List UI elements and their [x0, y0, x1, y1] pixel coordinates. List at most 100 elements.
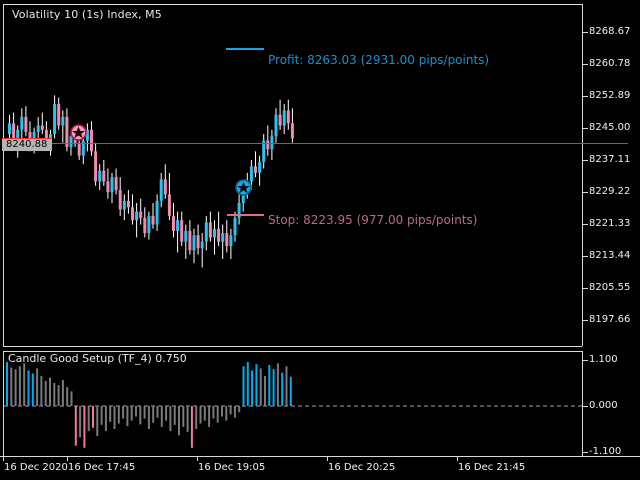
- profit-level-line[interactable]: [226, 48, 264, 50]
- candle-body-bear: [28, 131, 32, 143]
- candle-body-bear: [139, 211, 143, 219]
- price-level-line[interactable]: [4, 143, 628, 144]
- star-marker-sell-icon[interactable]: [70, 124, 87, 141]
- indicator-bar-neutral: [143, 406, 146, 419]
- time-axis-tick: [457, 456, 458, 461]
- indicator-bar-neutral: [109, 406, 112, 422]
- candle-body-bull: [61, 116, 65, 126]
- price-axis-tick: [583, 192, 588, 193]
- candle-body-bull: [155, 200, 159, 225]
- time-axis-tick: [3, 456, 4, 461]
- candle-body-bull: [36, 125, 40, 132]
- price-axis-tick: [583, 224, 588, 225]
- candle-body-bull: [233, 218, 237, 236]
- candle-body-bear: [118, 190, 122, 210]
- indicator-bar-neutral: [156, 406, 159, 418]
- indicator-bar-neutral: [212, 406, 215, 419]
- price-axis-label: 8197.66: [589, 314, 631, 325]
- candle-body-bull: [262, 140, 266, 163]
- candle-body-bear: [102, 170, 106, 182]
- price-axis[interactable]: 8268.67 8260.78 8252.89 8245.00 8237.11 8229.…: [583, 5, 640, 345]
- indicator-bar-up: [31, 373, 34, 406]
- frame-border-bottom: [3, 346, 582, 347]
- indicator-bar-neutral: [203, 406, 206, 421]
- candle-body-bear: [163, 179, 167, 195]
- indicator-bar-neutral: [195, 406, 198, 429]
- candle-body-bull: [229, 235, 233, 247]
- time-axis-label: 16 Dec 21:45: [458, 462, 526, 473]
- indicator-bar-neutral: [36, 368, 39, 406]
- candle-body-bear: [151, 215, 155, 225]
- indicator-axis-label: 0.000: [589, 400, 618, 411]
- indicator-bar-neutral: [178, 406, 180, 436]
- indicator-bar-up: [281, 372, 284, 406]
- indicator-bar-neutral: [40, 375, 43, 406]
- candle-body-bull: [270, 136, 274, 150]
- price-axis-tick: [583, 160, 588, 161]
- indicator-bar-neutral: [233, 406, 236, 418]
- price-axis-tick: [583, 96, 588, 97]
- candle-body-bull: [282, 110, 286, 126]
- frame-border-left: [3, 5, 4, 346]
- indicator-bar-neutral: [238, 406, 241, 413]
- time-axis-tick: [197, 456, 198, 461]
- price-axis-label: 8245.00: [589, 122, 631, 133]
- candle-body-bear: [254, 166, 257, 173]
- candle-body-bull: [204, 222, 208, 242]
- indicator-bar-up: [242, 366, 245, 406]
- candle-body-bear: [278, 114, 282, 126]
- indicator-axis-tick: [583, 406, 588, 407]
- star-marker-buy-icon[interactable]: [235, 179, 252, 196]
- indicator-bar-neutral: [18, 366, 21, 406]
- indicator-axis-tick: [583, 452, 588, 453]
- indicator-bar-neutral: [61, 380, 64, 406]
- candle-body-bear: [24, 116, 28, 132]
- indicator-bar-down: [74, 406, 77, 446]
- indicator-bar-neutral: [117, 406, 120, 424]
- indicator-pane[interactable]: Candle Good Setup (TF_4) 0.750: [4, 352, 582, 455]
- indicator-bar-neutral: [53, 383, 56, 406]
- price-axis-label: 8252.89: [589, 90, 631, 101]
- price-axis-label: 8260.78: [589, 58, 631, 69]
- candle-body-bear: [131, 207, 134, 221]
- candle-body-bear: [180, 220, 184, 242]
- candle-body-bull: [147, 215, 151, 234]
- candle-body-bull: [176, 220, 180, 231]
- indicator-bar-neutral: [14, 369, 17, 406]
- indicator-bar-neutral: [70, 391, 73, 406]
- time-axis[interactable]: 16 Dec 2020 16 Dec 17:45 16 Dec 19:05 16 De…: [0, 456, 640, 480]
- indicator-bar-neutral: [152, 406, 155, 423]
- candle-body-bear: [196, 235, 200, 249]
- indicator-bar-up: [251, 370, 254, 406]
- time-axis-label: 16 Dec 17:45: [68, 462, 136, 473]
- frame-border-right: [582, 4, 583, 346]
- indicator-bar-down: [83, 406, 86, 448]
- candle-body-bull: [98, 170, 102, 182]
- indicator-title: Candle Good Setup (TF_4) 0.750: [8, 352, 187, 365]
- candle-body-bull: [110, 177, 114, 193]
- candle-body-bull: [221, 233, 225, 242]
- indicator-bar-neutral: [135, 406, 137, 417]
- indicator-bar-neutral: [147, 406, 150, 429]
- stop-level-line[interactable]: [227, 214, 264, 216]
- price-axis-label: 8221.33: [589, 218, 631, 229]
- time-axis-tick: [327, 456, 328, 461]
- price-axis-tick: [583, 32, 588, 33]
- indicator-bar-neutral: [285, 366, 288, 406]
- candle-body-bear: [40, 125, 44, 130]
- indicator-bar-up: [272, 369, 275, 406]
- candle-body-bear: [12, 123, 16, 139]
- time-axis-label: 16 Dec 2020: [4, 462, 68, 473]
- time-axis-rule: [0, 456, 640, 457]
- candle-body-bull: [135, 211, 139, 221]
- indicator-bar-neutral: [126, 406, 129, 427]
- frame-border-top: [3, 4, 582, 5]
- candle-body-bull: [258, 162, 262, 173]
- candle-body-bear: [286, 110, 290, 124]
- indicator-axis[interactable]: 1.100 0.000 -1.100: [583, 352, 640, 457]
- indicator-bar-neutral: [229, 406, 232, 415]
- candle-body-bull: [192, 235, 196, 251]
- price-axis-label: 8213.44: [589, 250, 631, 261]
- indicator-bar-neutral: [221, 406, 223, 417]
